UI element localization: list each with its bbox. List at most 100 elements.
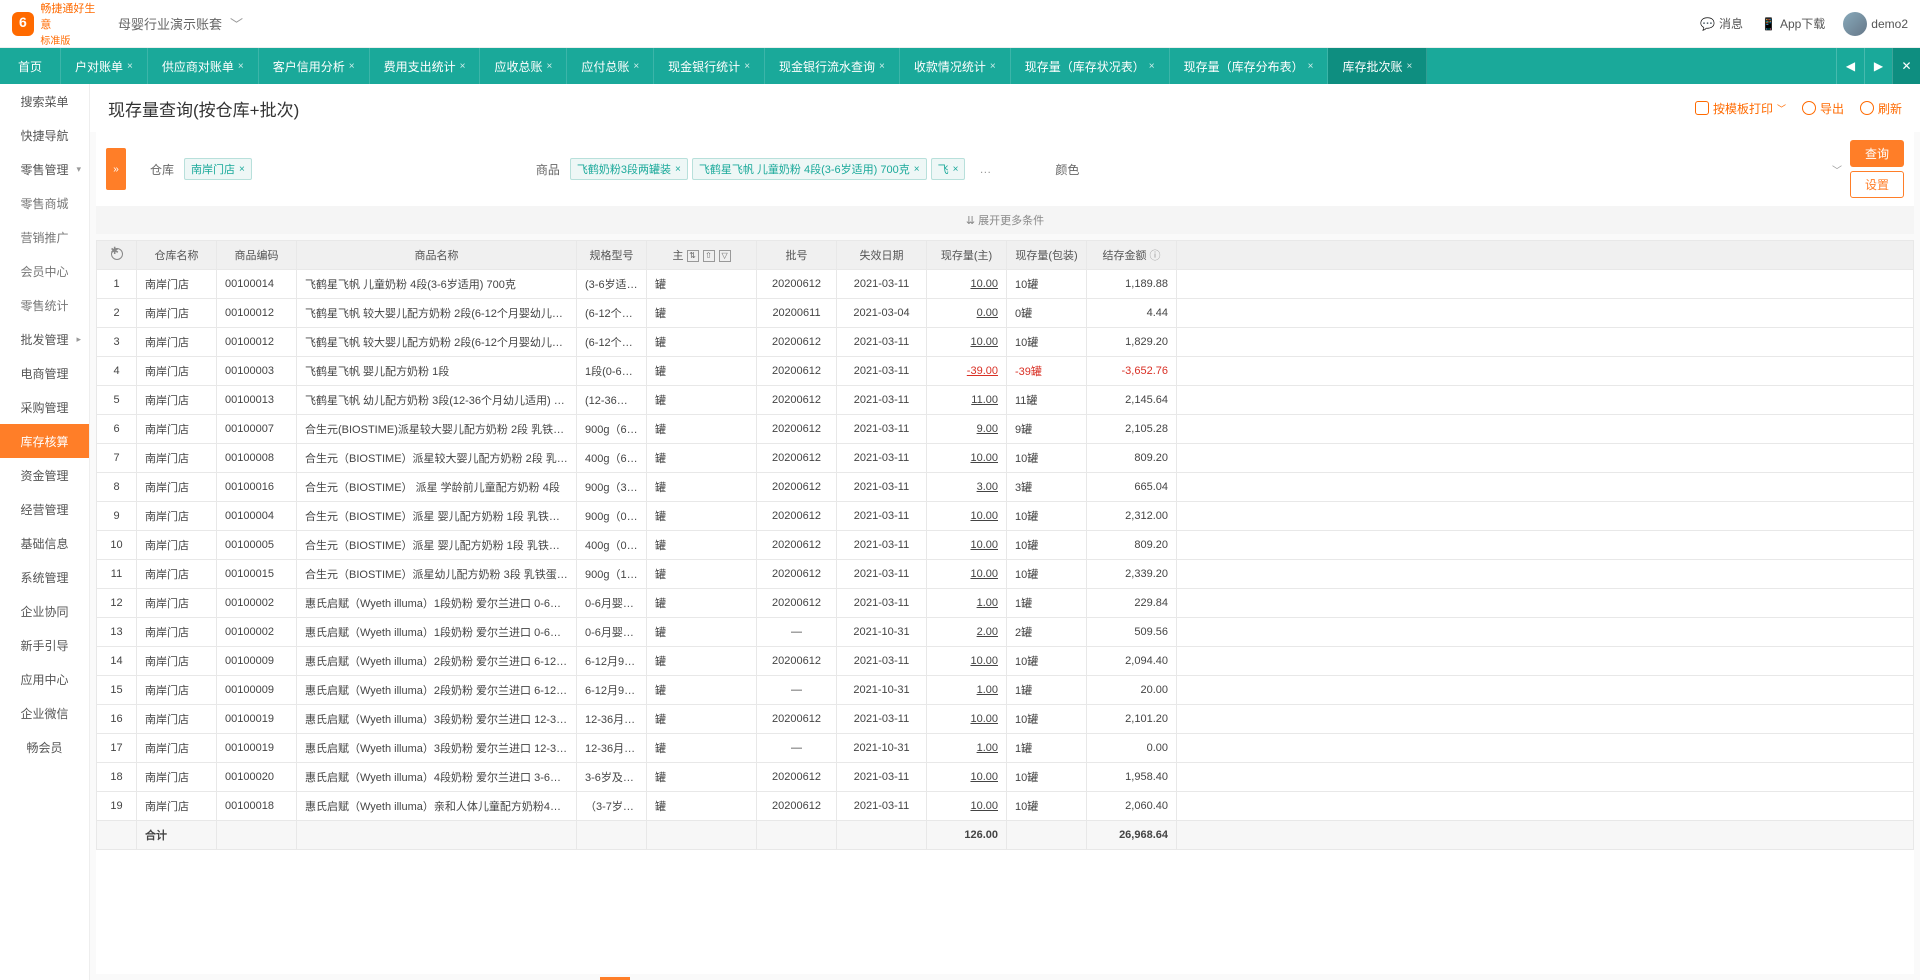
cell-qty[interactable]: 0.00 <box>927 299 1007 328</box>
close-icon[interactable]: × <box>914 164 920 175</box>
cell-qty[interactable]: 10.00 <box>927 763 1007 792</box>
tab-2[interactable]: 客户信用分析× <box>259 48 370 84</box>
col-unit[interactable]: 主 ⇅⇧▽ <box>647 241 757 270</box>
account-selector[interactable]: 母婴行业演示账套 ﹀ <box>118 14 243 33</box>
tab-10[interactable]: 现存量（库存分布表）× <box>1170 48 1329 84</box>
close-icon[interactable]: × <box>953 164 959 175</box>
tab-1[interactable]: 供应商对账单× <box>148 48 259 84</box>
product-chip[interactable]: 飞鹤星飞帆 儿童奶粉 4段(3-6岁适用) 700克× <box>692 158 927 180</box>
sidebar-item[interactable]: 零售统计 <box>0 288 89 322</box>
sort-toggle-icon[interactable]: ⇅ <box>687 250 699 262</box>
sidebar-item[interactable]: 企业协同 <box>0 594 89 628</box>
tab-scroll-right[interactable]: ▶ <box>1864 48 1892 84</box>
sidebar-item[interactable]: 企业微信 <box>0 696 89 730</box>
filter-icon[interactable]: ▽ <box>719 250 731 262</box>
tab-6[interactable]: 现金银行统计× <box>654 48 765 84</box>
cell-qty[interactable]: 10.00 <box>927 444 1007 473</box>
col-code[interactable]: 商品编码 <box>217 241 297 270</box>
user-menu[interactable]: demo2 <box>1843 12 1908 36</box>
tab-0[interactable]: 户对账单× <box>61 48 148 84</box>
sidebar-item[interactable]: 电商管理 <box>0 356 89 390</box>
sidebar-item[interactable]: 资金管理 <box>0 458 89 492</box>
sidebar-item[interactable]: 应用中心 <box>0 662 89 696</box>
cell-qty[interactable]: 11.00 <box>927 386 1007 415</box>
sidebar-item[interactable]: 快捷导航 <box>0 118 89 152</box>
cell-qty[interactable]: -39.00 <box>927 357 1007 386</box>
cell-qty[interactable]: 10.00 <box>927 328 1007 357</box>
sidebar-item[interactable]: 零售管理 <box>0 152 89 186</box>
settings-button[interactable]: 设置 <box>1850 171 1904 198</box>
close-icon[interactable]: × <box>633 61 639 72</box>
close-icon[interactable]: × <box>546 61 552 72</box>
close-icon[interactable]: × <box>675 164 681 175</box>
close-icon[interactable]: × <box>744 61 750 72</box>
col-pkg[interactable]: 现存量(包装) <box>1007 241 1087 270</box>
close-icon[interactable]: × <box>879 61 885 72</box>
sidebar-item[interactable]: 基础信息 <box>0 526 89 560</box>
close-icon[interactable]: × <box>1149 61 1155 72</box>
sidebar-item[interactable]: 零售商城 <box>0 186 89 220</box>
sidebar-item[interactable]: 营销推广 <box>0 220 89 254</box>
close-icon[interactable]: × <box>239 164 245 175</box>
more-chips[interactable]: … <box>979 162 991 176</box>
col-expire[interactable]: 失效日期 <box>837 241 927 270</box>
cell-qty[interactable]: 10.00 <box>927 560 1007 589</box>
filter-collapse-handle[interactable]: » <box>106 148 126 190</box>
app-download-link[interactable]: 📱 App下载 <box>1761 15 1825 32</box>
cell-qty[interactable]: 3.00 <box>927 473 1007 502</box>
tab-8[interactable]: 收款情况统计× <box>900 48 1011 84</box>
tab-close-all[interactable]: ✕ <box>1892 48 1920 84</box>
cell-qty[interactable]: 10.00 <box>927 705 1007 734</box>
sidebar-item[interactable]: 会员中心 <box>0 254 89 288</box>
col-spec[interactable]: 规格型号 <box>577 241 647 270</box>
tab-11[interactable]: 库存批次账× <box>1328 48 1427 84</box>
sidebar-item[interactable]: 批发管理 <box>0 322 89 356</box>
product-chip[interactable]: 飞× <box>931 158 966 180</box>
tab-home[interactable]: 首页 <box>0 48 61 84</box>
cell-qty[interactable]: 10.00 <box>927 531 1007 560</box>
refresh-button[interactable]: 刷新 <box>1860 100 1902 117</box>
cell-qty[interactable]: 1.00 <box>927 589 1007 618</box>
tab-9[interactable]: 现存量（库存状况表）× <box>1011 48 1170 84</box>
close-icon[interactable]: × <box>349 61 355 72</box>
expand-filters[interactable]: 展开更多条件 <box>96 206 1914 234</box>
cell-qty[interactable]: 10.00 <box>927 792 1007 821</box>
cell-qty[interactable]: 10.00 <box>927 502 1007 531</box>
close-icon[interactable]: × <box>127 61 133 72</box>
close-icon[interactable]: × <box>990 61 996 72</box>
cell-qty[interactable]: 9.00 <box>927 415 1007 444</box>
col-warehouse[interactable]: 仓库名称 <box>137 241 217 270</box>
cell-qty[interactable]: 1.00 <box>927 676 1007 705</box>
sidebar-item[interactable]: 新手引导 <box>0 628 89 662</box>
cell-qty[interactable]: 1.00 <box>927 734 1007 763</box>
query-button[interactable]: 查询 <box>1850 140 1904 167</box>
close-icon[interactable]: × <box>1308 61 1314 72</box>
filter-dropdown-toggle[interactable]: ﹀ <box>1832 162 1842 177</box>
info-icon[interactable]: ⓘ <box>1150 250 1161 262</box>
cell-qty[interactable]: 10.00 <box>927 270 1007 299</box>
sidebar-item[interactable]: 畅会员 <box>0 730 89 764</box>
warehouse-chip[interactable]: 南岸门店× <box>184 158 252 180</box>
print-button[interactable]: 按模板打印﹀ <box>1695 100 1786 117</box>
pin-icon[interactable]: ⇧ <box>703 250 715 262</box>
cell-qty[interactable]: 2.00 <box>927 618 1007 647</box>
tab-7[interactable]: 现金银行流水查询× <box>765 48 900 84</box>
col-qty[interactable]: 现存量(主) <box>927 241 1007 270</box>
tab-3[interactable]: 费用支出统计× <box>370 48 481 84</box>
col-name[interactable]: 商品名称 <box>297 241 577 270</box>
close-icon[interactable]: × <box>460 61 466 72</box>
col-batch[interactable]: 批号 <box>757 241 837 270</box>
sidebar-item[interactable]: 经营管理 <box>0 492 89 526</box>
col-amt[interactable]: 结存金额 ⓘ <box>1087 241 1177 270</box>
sidebar-item[interactable]: 搜索菜单 <box>0 84 89 118</box>
export-button[interactable]: 导出 <box>1802 100 1844 117</box>
product-chip[interactable]: 飞鹤奶粉3段两罐装× <box>570 158 688 180</box>
close-icon[interactable]: × <box>1406 61 1412 72</box>
cell-qty[interactable]: 10.00 <box>927 647 1007 676</box>
sidebar-item[interactable]: 库存核算 <box>0 424 89 458</box>
sidebar-item[interactable]: 采购管理 <box>0 390 89 424</box>
messages-link[interactable]: 💬 消息 <box>1700 15 1743 32</box>
tab-scroll-left[interactable]: ◀ <box>1836 48 1864 84</box>
tab-4[interactable]: 应收总账× <box>480 48 567 84</box>
col-gear[interactable] <box>97 241 137 270</box>
